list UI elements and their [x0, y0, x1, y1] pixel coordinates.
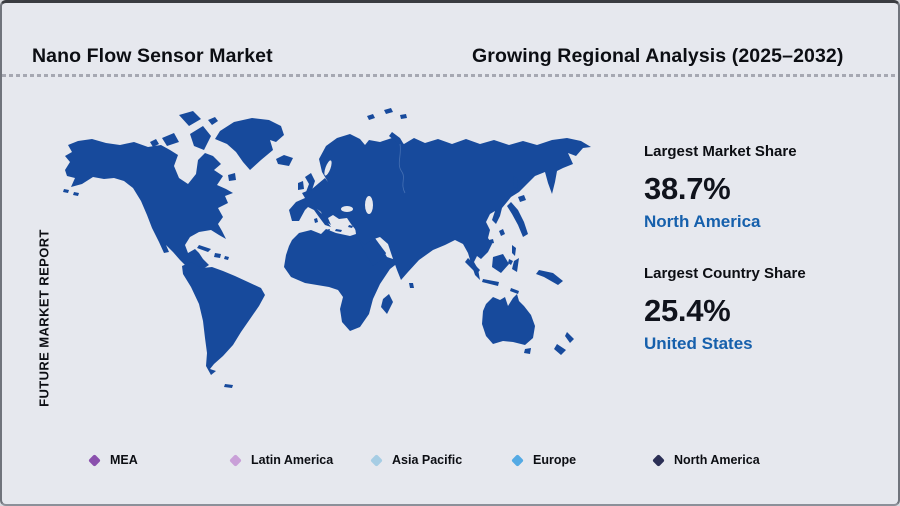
legend-diamond-icon	[88, 453, 101, 467]
stat-value: 38.7%	[644, 171, 731, 206]
legend-item-latin-america: Latin America	[229, 451, 334, 469]
stat-region: United States	[644, 334, 753, 353]
stat-label: Largest Market Share	[644, 143, 797, 160]
legend-item-mea: MEA	[88, 451, 138, 469]
legend-label: Europe	[533, 453, 577, 467]
legend-label: MEA	[110, 453, 138, 467]
side-watermark-label: FUTURE MARKET REPORT	[36, 229, 52, 407]
legend-diamond-icon	[370, 453, 383, 467]
legend-label: Asia Pacific	[392, 453, 463, 467]
legend-diamond-icon	[511, 453, 524, 467]
page-subtitle: Growing Regional Analysis (2025–2032)	[472, 45, 844, 67]
dashed-divider	[2, 74, 898, 77]
world-map	[62, 98, 622, 398]
stat-country-share: Largest Country Share 25.4% United State…	[644, 265, 894, 354]
legend-item-north-america: North America	[652, 451, 760, 469]
stat-value: 25.4%	[644, 293, 731, 328]
world-map-svg	[63, 108, 591, 388]
legend-diamond-icon	[229, 453, 242, 467]
legend-item-asia-pacific: Asia Pacific	[370, 451, 463, 469]
legend-item-europe: Europe	[511, 451, 577, 469]
legend-label: Latin America	[251, 453, 334, 467]
legend-diamond-icon	[652, 453, 665, 467]
stat-market-share: Largest Market Share 38.7% North America	[644, 143, 894, 232]
legend-label: North America	[674, 453, 760, 467]
world-map-seas	[324, 160, 373, 214]
country-border-line	[398, 143, 406, 194]
stat-label: Largest Country Share	[644, 265, 806, 282]
stat-region: North America	[644, 212, 761, 231]
world-map-land	[63, 108, 591, 388]
page-title: Nano Flow Sensor Market	[32, 45, 273, 67]
